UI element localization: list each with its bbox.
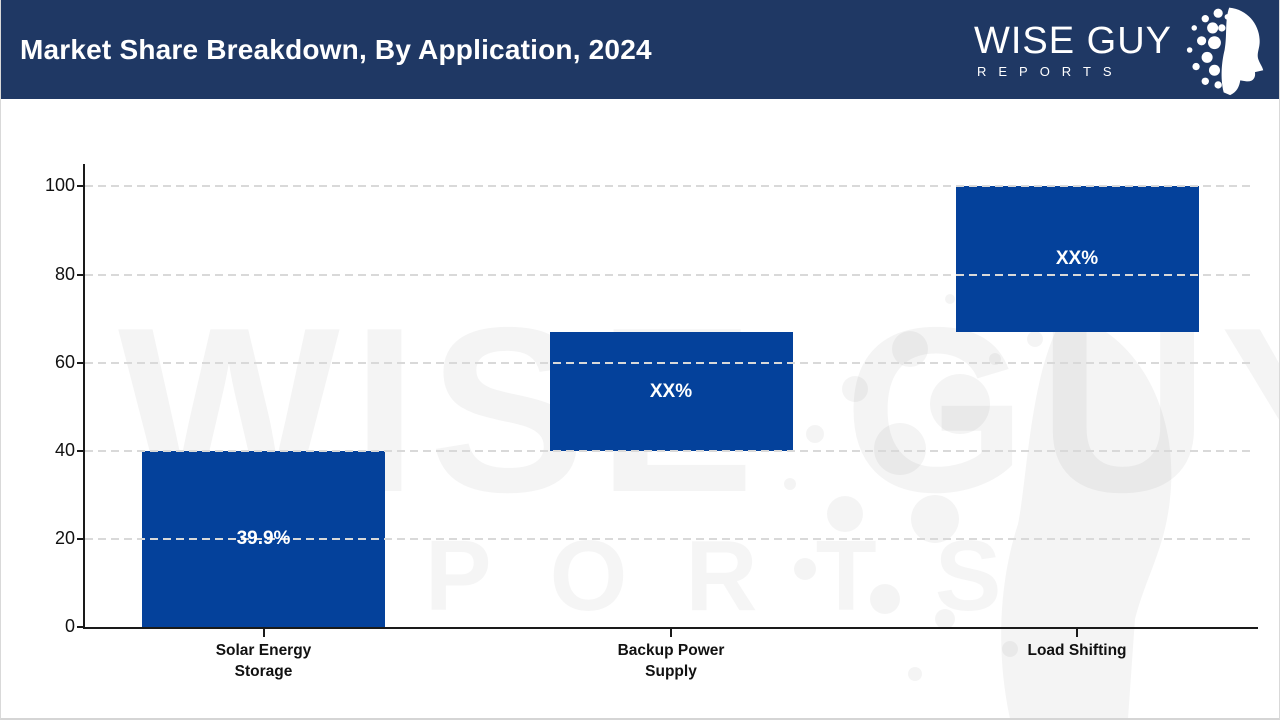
x-axis-tick [1076, 629, 1078, 637]
bar-segment [549, 332, 793, 452]
x-category-label: Load Shifting [1027, 642, 1127, 659]
y-tick-label: 20 [54, 527, 75, 548]
y-axis-tick [77, 449, 85, 452]
bar-value-label: XX% [1055, 248, 1099, 270]
bar-value-label: 39.9% [236, 528, 291, 550]
y-axis-tick [77, 626, 85, 628]
y-tick-label: 100 [44, 175, 75, 196]
logo-subtext: REPORTS [976, 63, 1124, 79]
x-axis-tick [670, 629, 672, 637]
gridline [85, 361, 1253, 364]
y-tick-label: 0 [64, 616, 75, 636]
page-title: Market Share Breakdown, By Application, … [20, 33, 652, 65]
y-axis-tick [77, 185, 85, 188]
x-axis-tick [262, 629, 265, 637]
y-axis-tick [77, 361, 85, 364]
x-category-label: Backup Power Supply [617, 642, 725, 680]
logo-face-icon [1186, 7, 1264, 95]
y-tick-label: 80 [54, 263, 75, 284]
y-axis-tick [77, 273, 85, 276]
brand-logo: WISE GUY REPORTS [974, 4, 1266, 96]
plot-area: WISE GUY REPORTS 02040608010039.9%Solar … [0, 99, 1280, 720]
brand-logo-text: WISE GUY REPORTS [974, 22, 1172, 78]
y-tick-label: 60 [54, 351, 75, 372]
gridline [85, 185, 1253, 188]
gridline [85, 449, 1253, 452]
y-axis-tick [77, 537, 85, 540]
bar-segment [955, 186, 1199, 333]
y-axis-line [83, 164, 85, 629]
header-bar: Market Share Breakdown, By Application, … [0, 0, 1280, 99]
x-category-label: Solar Energy Storage [215, 642, 312, 680]
bar-value-label: XX% [649, 380, 693, 402]
x-axis-line [83, 627, 1258, 629]
gridline [85, 537, 1253, 540]
gridline [85, 273, 1253, 276]
logo-wordmark: WISE GUY [973, 19, 1172, 62]
y-tick-label: 40 [54, 439, 75, 460]
